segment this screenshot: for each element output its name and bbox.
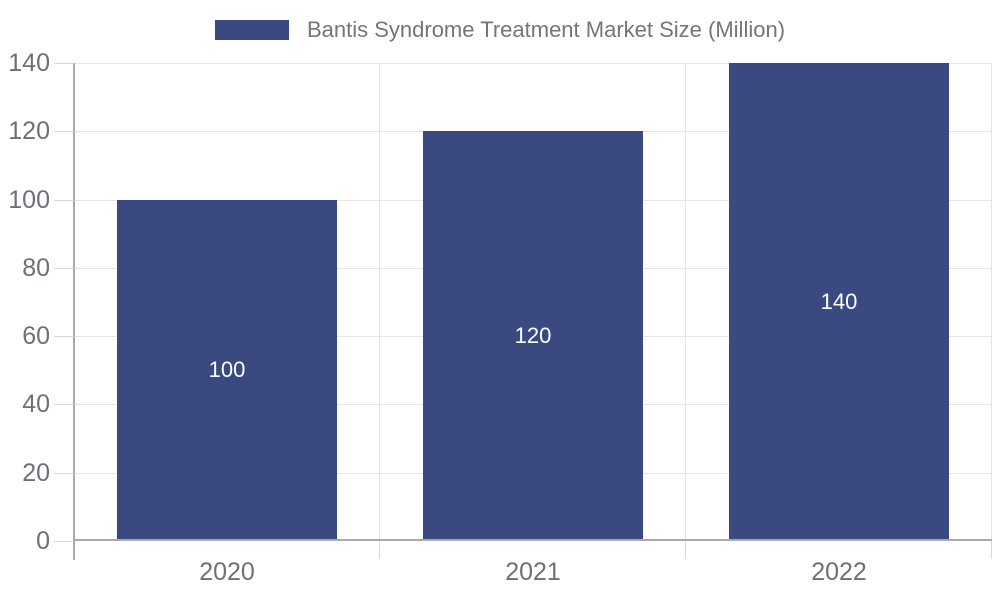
y-axis-label: 100: [8, 185, 50, 214]
y-axis-tick: [54, 404, 74, 406]
x-axis-line: [73, 539, 992, 541]
x-axis-tick: [991, 541, 992, 559]
y-axis-tick: [54, 199, 74, 201]
legend-swatch: [214, 20, 289, 40]
y-axis-label: 80: [22, 253, 50, 282]
bar-value-label: 100: [208, 357, 246, 383]
x-axis-tick: [685, 541, 686, 559]
y-axis-tick: [54, 63, 74, 64]
y-axis-label: 60: [22, 322, 50, 351]
y-axis-label: 40: [22, 390, 50, 419]
x-gridline: [685, 63, 686, 541]
bar-value-label: 140: [820, 289, 858, 314]
plot-area: 100 120 140: [74, 63, 992, 541]
y-axis-tick: [54, 541, 74, 542]
y-axis-tick: [54, 131, 74, 133]
bar-2020: 100: [116, 199, 338, 541]
x-gridline: [379, 63, 380, 541]
legend[interactable]: Bantis Syndrome Treatment Market Size (M…: [0, 17, 1000, 43]
bar-2021: 120: [422, 131, 644, 541]
bar-2022: 140: [728, 63, 950, 541]
x-axis-tick: [379, 541, 380, 559]
y-axis-label: 0: [36, 527, 50, 555]
x-axis-label: 2020: [199, 558, 255, 586]
y-axis-label: 120: [8, 117, 50, 146]
y-axis-line: [73, 63, 75, 560]
bar-value-label: 120: [514, 323, 552, 349]
legend-title: Bantis Syndrome Treatment Market Size (M…: [306, 17, 786, 42]
y-axis-tick: [54, 472, 74, 474]
y-axis-label: 20: [22, 458, 50, 487]
y-gridline: [74, 63, 992, 64]
x-gridline: [991, 63, 992, 541]
x-axis-label: 2022: [811, 558, 867, 586]
y-axis-label: 140: [8, 49, 50, 77]
x-axis-label: 2021: [505, 558, 561, 586]
y-axis-tick: [54, 336, 74, 338]
y-axis-tick: [54, 267, 74, 269]
